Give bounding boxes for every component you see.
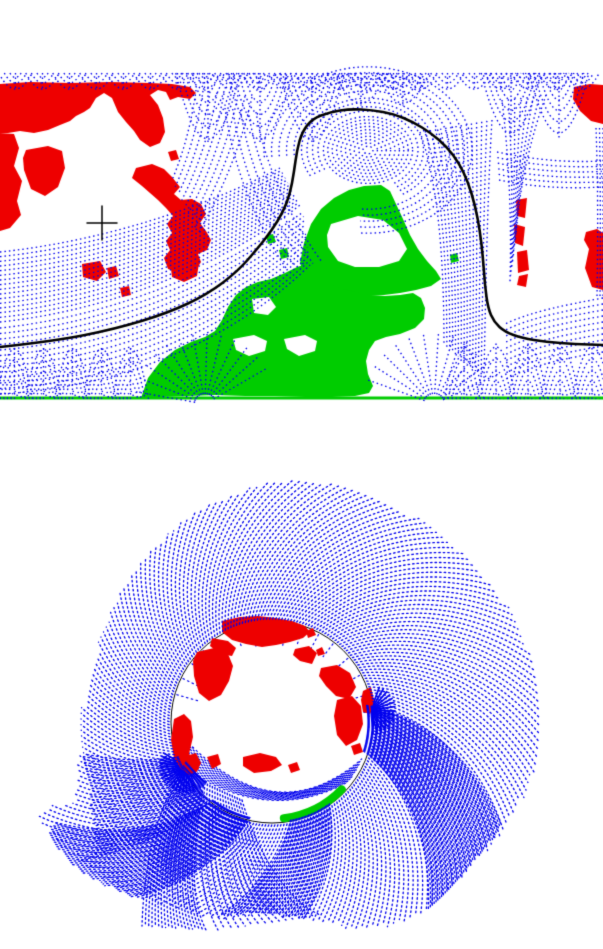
figure-canvas: [0, 0, 603, 949]
field-line-figure: [0, 0, 603, 949]
